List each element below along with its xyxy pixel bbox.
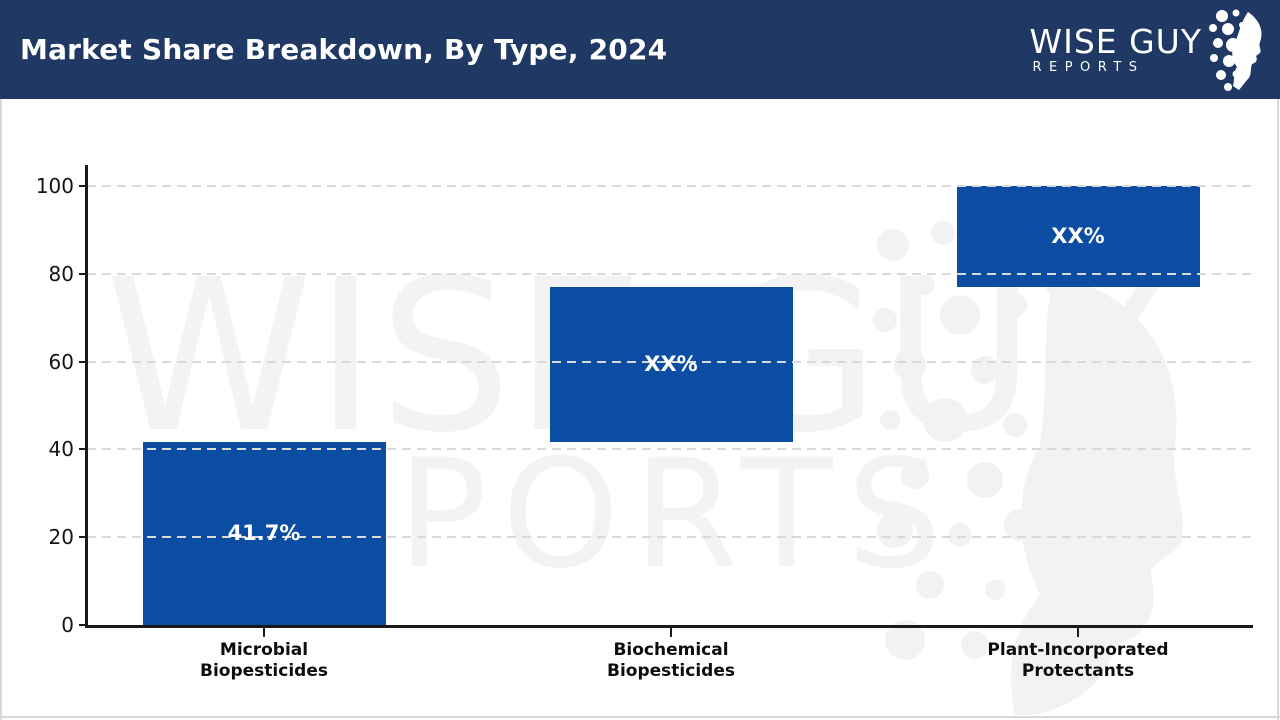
bar-value-label: XX% [644,352,698,377]
y-gridline [87,272,1253,275]
x-tick-mark [1077,628,1079,637]
logo-subtitle: REPORTS [1032,60,1145,75]
y-gridline [87,448,1253,451]
y-tick-label: 40 [48,437,74,462]
y-tick-mark [79,536,87,539]
y-tick-label: 0 [61,613,74,637]
bar-segment [142,441,386,625]
y-tick-label: 20 [48,525,74,550]
y-gridline [87,185,1253,187]
x-category-line: Protectants [1021,661,1135,681]
frame-edge-right [1277,99,1279,720]
y-axis-line [85,165,88,628]
x-category-label: Plant-Incorporated Protectants [908,640,1248,682]
header-bar: Market Share Breakdown, By Type, 2024 WI… [0,0,1280,99]
x-category-line: Biopesticides [607,661,735,681]
wise-guy-logo: WISE GUY REPORTS [1029,4,1264,96]
frame-edge-left [0,99,2,720]
y-tick-mark [79,448,87,451]
x-tick-mark [263,628,265,637]
bar-segment [549,286,793,442]
logo-face-icon [1209,9,1262,91]
y-tick-label: 60 [48,349,74,374]
chart-title: Market Share Breakdown, By Type, 2024 [20,33,668,66]
y-gridline [87,536,1253,539]
bar-value-label: 41.7% [227,521,301,546]
y-tick-mark [79,185,87,187]
x-category-line: Biochemical [613,640,729,660]
y-tick-mark [79,360,87,363]
x-axis-line [85,625,1253,628]
x-category-label: Biochemical Biopesticides [501,640,841,682]
y-gridline [87,360,1253,363]
x-tick-mark [670,628,672,637]
bar-value-label: XX% [1051,224,1105,249]
x-category-label: Microbial Biopesticides [94,640,434,682]
y-tick-mark [79,272,87,275]
y-tick-mark [79,624,87,626]
logo-wordmark: WISE GUY [1029,22,1202,61]
y-tick-label: 100 [35,174,74,198]
x-category-line: Microbial [219,640,309,660]
x-category-line: Biopesticides [200,661,328,681]
x-category-line: Plant-Incorporated [987,640,1169,660]
frame-edge-bottom [0,716,1280,718]
y-tick-label: 80 [48,261,74,286]
